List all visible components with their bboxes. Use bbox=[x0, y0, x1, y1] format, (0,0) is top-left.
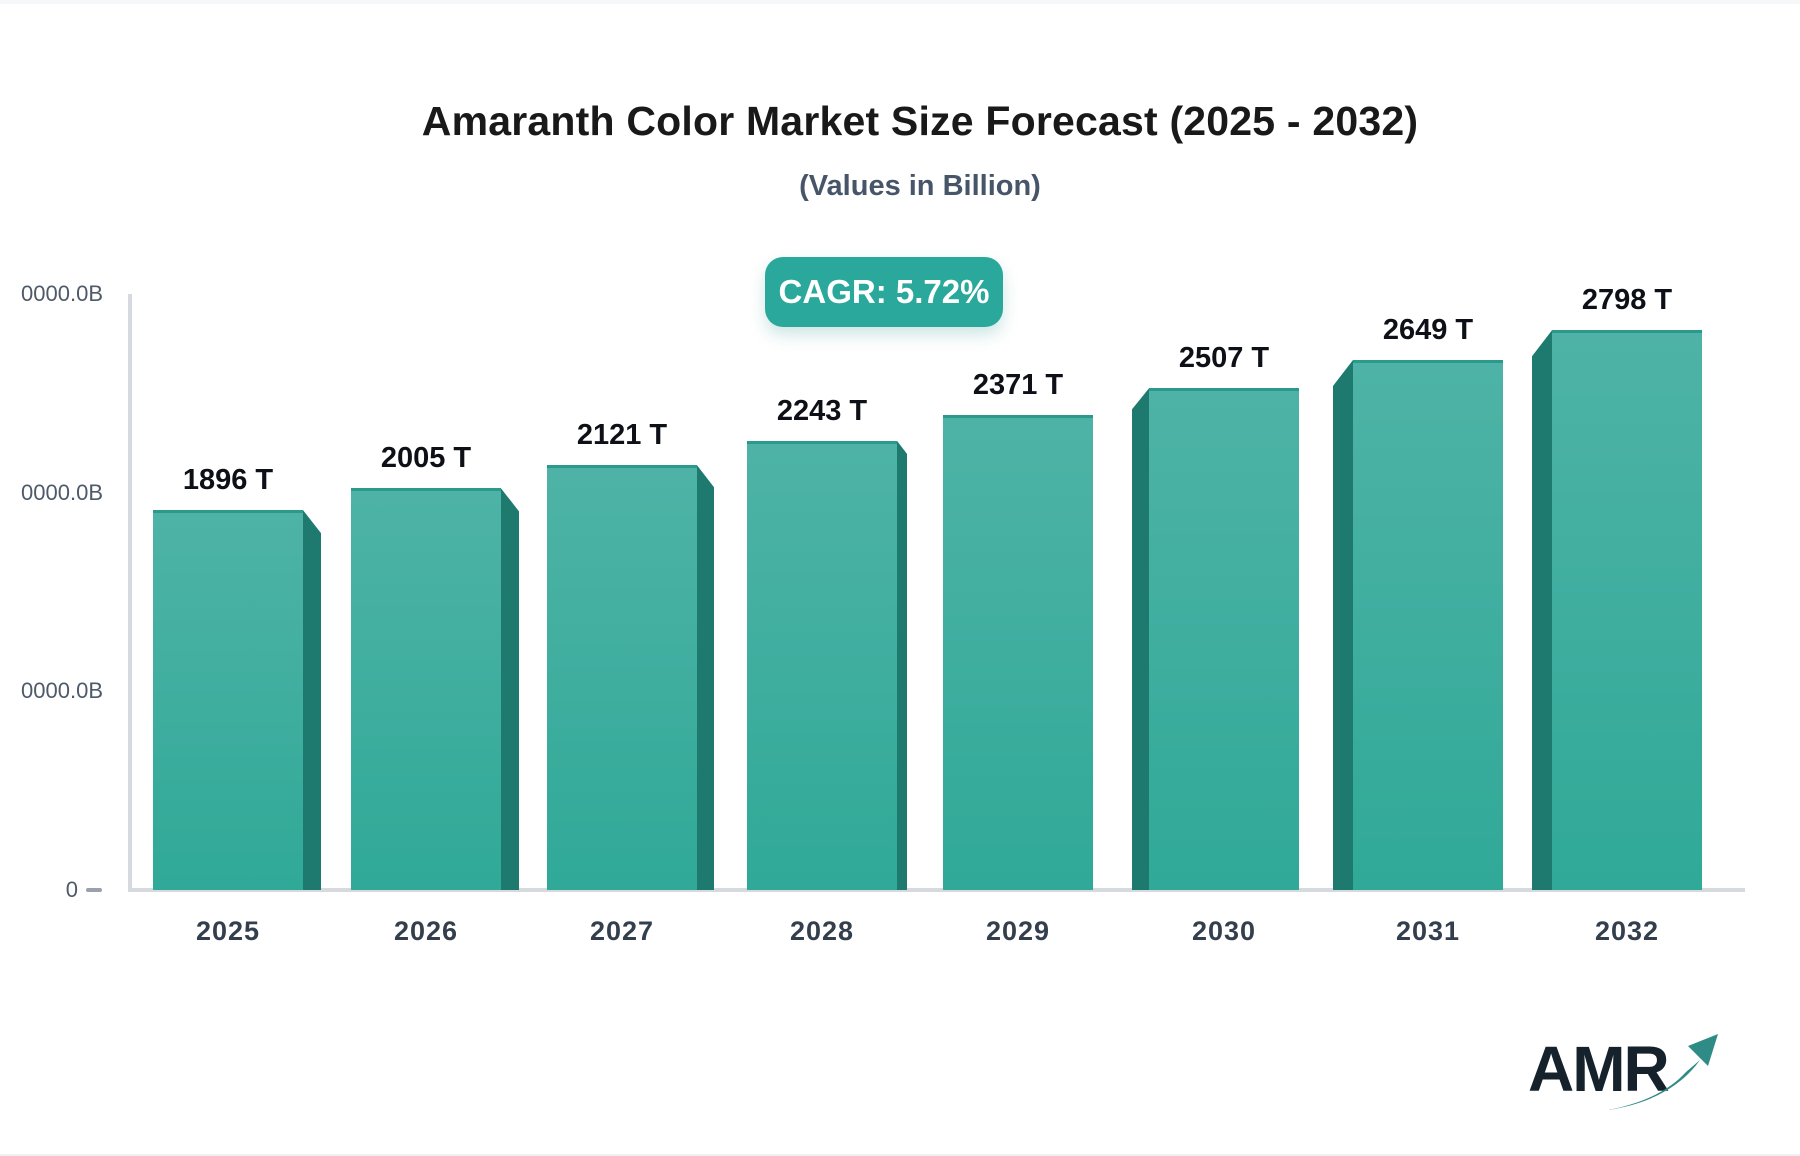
bar-2028 bbox=[747, 440, 897, 890]
x-axis-label-2027: 2027 bbox=[589, 916, 655, 946]
bar-value-2032: 2798 T bbox=[1581, 284, 1673, 317]
bar-value-2031: 2649 T bbox=[1382, 313, 1474, 346]
bar-side-2025 bbox=[303, 510, 321, 890]
x-axis-label-2025: 2025 bbox=[195, 916, 261, 946]
bar-value-2028: 2243 T bbox=[776, 394, 868, 427]
x-axis-label-2028: 2028 bbox=[789, 916, 855, 946]
x-axis-label-2031: 2031 bbox=[1395, 916, 1461, 946]
bar-side-2030 bbox=[1132, 388, 1149, 890]
x-axis-label-2029: 2029 bbox=[985, 916, 1051, 946]
bar-value-2029: 2371 T bbox=[972, 369, 1064, 402]
y-axis-tick-label: 0000.0B bbox=[21, 678, 103, 704]
bar-value-2025: 1896 T bbox=[182, 464, 274, 497]
y-axis-tick-label: 0000.0B bbox=[21, 479, 103, 505]
bar-side-2027 bbox=[697, 465, 714, 890]
bar-2030 bbox=[1149, 388, 1299, 890]
bar-side-2026 bbox=[501, 488, 519, 890]
bar-2032 bbox=[1552, 330, 1702, 890]
bar-side-2032 bbox=[1532, 330, 1552, 890]
bar-value-2027: 2121 T bbox=[576, 419, 668, 452]
bar-2031 bbox=[1353, 359, 1503, 890]
amr-logo-text: AMR bbox=[1528, 1033, 1670, 1105]
bar-side-2031 bbox=[1333, 359, 1353, 890]
x-axis-label-2026: 2026 bbox=[393, 916, 459, 946]
cagr-badge-label: CAGR: 5.72% bbox=[778, 273, 990, 310]
bar-value-2026: 2005 T bbox=[380, 442, 472, 475]
amr-logo: AMR bbox=[1520, 1032, 1730, 1122]
bar-value-2030: 2507 T bbox=[1178, 342, 1270, 375]
bar-2026 bbox=[351, 488, 501, 890]
cagr-badge: CAGR: 5.72% bbox=[765, 257, 1003, 327]
bar-2027 bbox=[547, 465, 697, 890]
bar-2025 bbox=[153, 510, 303, 890]
x-axis-label-2030: 2030 bbox=[1191, 916, 1257, 946]
x-axis-baseline bbox=[128, 888, 1745, 892]
chart-title: Amaranth Color Market Size Forecast (202… bbox=[421, 98, 1419, 144]
y-axis-line bbox=[128, 294, 132, 892]
bar-side-2028 bbox=[897, 440, 907, 890]
zero-tick-mark bbox=[86, 888, 102, 892]
growth-arrow-icon bbox=[1608, 1034, 1718, 1110]
x-axis-label-2032: 2032 bbox=[1594, 916, 1660, 946]
chart-subtitle: (Values in Billion) bbox=[799, 170, 1041, 202]
bar-2029 bbox=[943, 415, 1093, 890]
y-axis-zero-label: 0 bbox=[65, 877, 78, 902]
y-axis-tick-label: 0000.0B bbox=[21, 281, 103, 306]
